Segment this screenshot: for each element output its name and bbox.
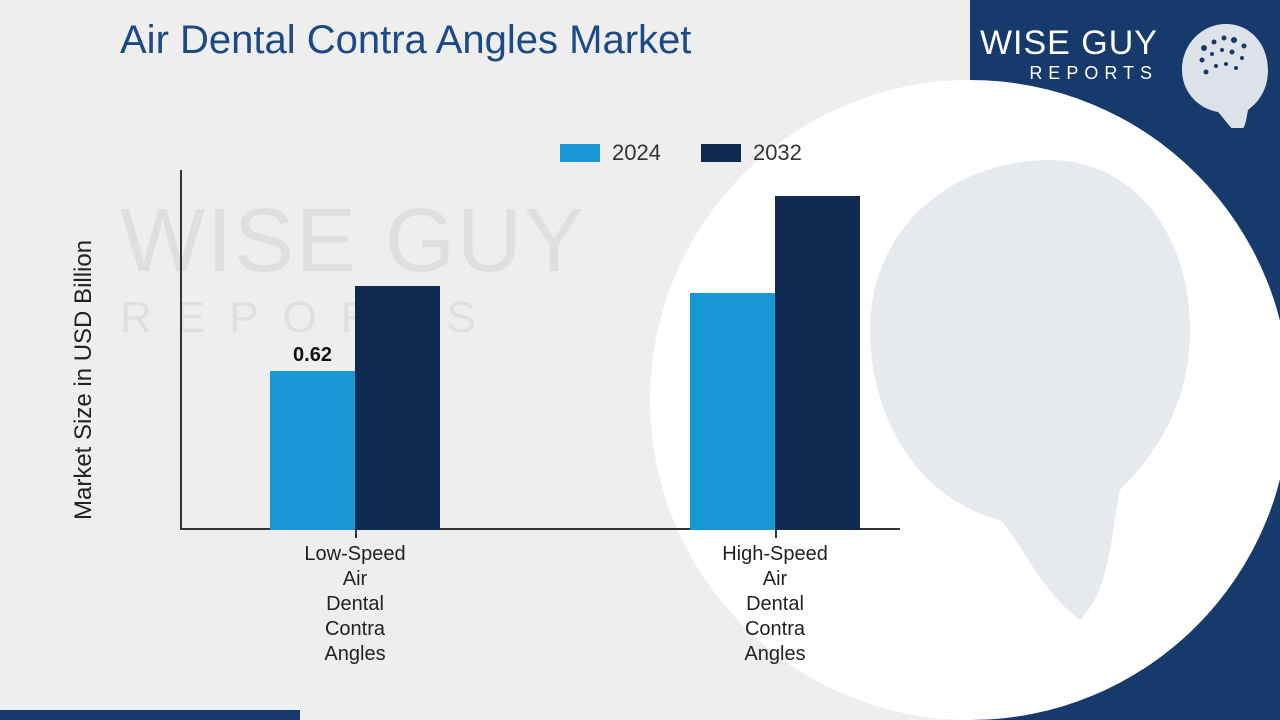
legend-swatch-2024 (560, 144, 600, 162)
brand-head-icon (1164, 18, 1274, 128)
footer-accent-bar (0, 710, 300, 720)
bar-low-2024 (270, 371, 355, 530)
bar-high-2032 (775, 196, 860, 530)
legend-label-2032: 2032 (753, 140, 802, 166)
legend-item-2024: 2024 (560, 140, 661, 166)
chart-title: Air Dental Contra Angles Market (120, 18, 691, 63)
canvas: WISE GUY REPORTS (0, 0, 1280, 720)
bar-low-2032 (355, 286, 440, 530)
legend-label-2024: 2024 (612, 140, 661, 166)
brand-logo-text: WISE GUY REPORTS (980, 24, 1158, 84)
legend-item-2032: 2032 (701, 140, 802, 166)
legend-swatch-2032 (701, 144, 741, 162)
y-axis-label: Market Size in USD Billion (70, 240, 98, 520)
brand-logo-sub: REPORTS (980, 63, 1158, 84)
x-tick-1 (355, 530, 357, 538)
bar-label-low-2024: 0.62 (260, 344, 365, 367)
legend: 2024 2032 (560, 140, 802, 166)
category-label-high: High-SpeedAirDentalContraAngles (695, 542, 855, 667)
brand-logo-main: WISE GUY (980, 24, 1158, 63)
y-axis-line (180, 170, 182, 530)
category-label-low: Low-SpeedAirDentalContraAngles (275, 542, 435, 667)
plot-area: 0.62 (180, 170, 900, 530)
x-tick-2 (775, 530, 777, 538)
bar-high-2024 (690, 293, 775, 530)
